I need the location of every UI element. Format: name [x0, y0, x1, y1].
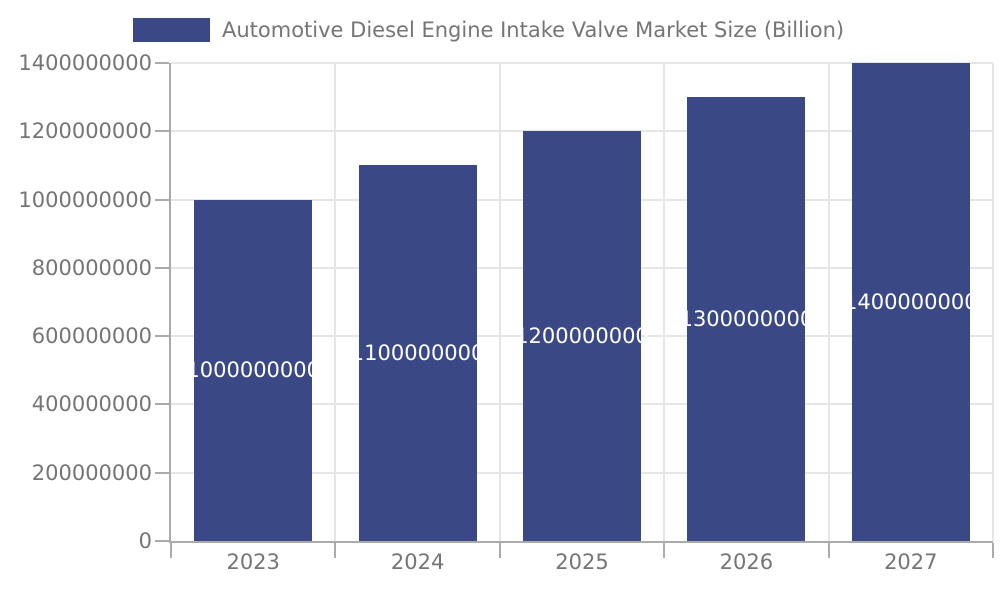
plot-area: 0 200000000 400000000 600000000 800000000 100… [18, 51, 994, 574]
x-axis-tick [170, 543, 172, 558]
bar [523, 131, 641, 541]
x-axis-tick [992, 543, 994, 558]
bar-value-label: 1300000000 [679, 307, 814, 332]
y-tick-label: 600000000 [31, 324, 152, 349]
v-gridline [827, 63, 830, 541]
y-axis-tick [155, 540, 169, 542]
v-gridline [498, 63, 501, 541]
bar-value-label: 1000000000 [186, 358, 320, 383]
x-tick-label: 2026 [719, 550, 774, 574]
y-tick-label: 1000000000 [18, 187, 152, 212]
x-axis-tick [663, 543, 666, 558]
x-axis-tick [827, 543, 830, 558]
y-axis-tick [155, 266, 169, 269]
bar [687, 97, 806, 541]
legend: Automotive Diesel Engine Intake Valve Ma… [133, 18, 844, 42]
y-axis-tick [155, 335, 169, 338]
x-tick-label: 2025 [555, 550, 609, 574]
y-axis-line [169, 63, 171, 541]
legend-label: Automotive Diesel Engine Intake Valve Ma… [222, 18, 845, 42]
y-tick-label: 1400000000 [18, 51, 152, 75]
y-tick-label: 200000000 [31, 460, 152, 485]
bar-value-label: 1400000000 [843, 290, 978, 314]
y-tick-label: 1200000000 [18, 119, 152, 144]
y-tick-label: 800000000 [31, 255, 152, 280]
y-axis-tick [155, 471, 169, 474]
y-axis-tick [155, 198, 169, 201]
bar-value-label: 1200000000 [515, 324, 649, 349]
y-axis-tick [155, 403, 169, 406]
x-tick-label: 2027 [884, 550, 938, 574]
v-gridline [334, 63, 337, 541]
y-tick-label: 0 [138, 529, 152, 553]
bar [194, 199, 313, 541]
x-tick-label: 2023 [226, 550, 280, 574]
h-gridline [171, 62, 993, 64]
bar [851, 63, 970, 541]
v-gridline [992, 63, 994, 541]
x-tick-label: 2024 [390, 550, 445, 574]
x-axis-tick [498, 543, 501, 558]
bar-value-label: 1100000000 [350, 341, 485, 366]
y-axis-tick [155, 62, 169, 64]
x-axis-tick [334, 543, 337, 558]
y-tick-label: 400000000 [31, 392, 152, 417]
bar [358, 165, 477, 541]
y-axis-tick [155, 130, 169, 133]
x-axis-line [169, 541, 993, 543]
h-gridline [171, 130, 993, 133]
v-gridline [663, 63, 666, 541]
legend-swatch [133, 18, 210, 42]
